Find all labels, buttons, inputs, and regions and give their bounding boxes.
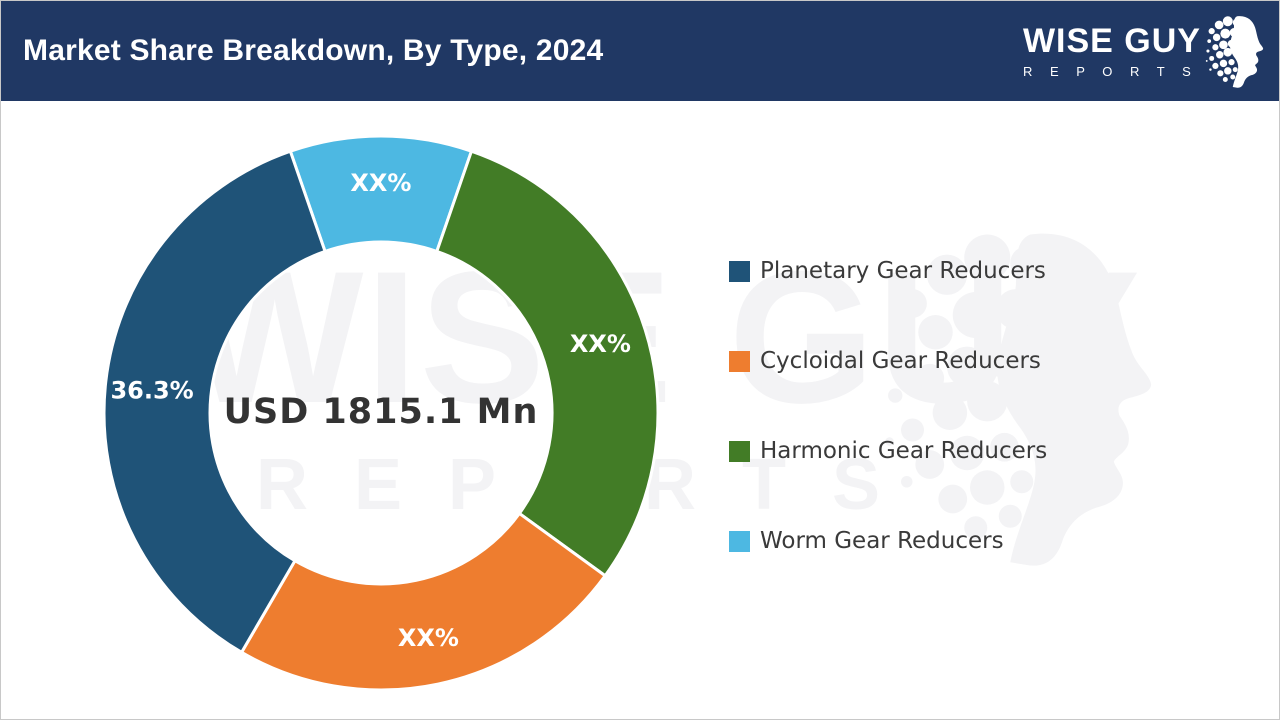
wiseguy-logo-subtitle: R E P O R T S: [1022, 63, 1198, 79]
wiseguy-logo-face-icon: [1205, 16, 1264, 88]
donut-slice-labels: XX% XX% XX% 36.3%: [110, 169, 630, 652]
donut-slices: [102, 134, 660, 692]
legend-label-harmonic: Harmonic Gear Reducers: [760, 438, 1048, 464]
donut-slice-percentage-label: 36.3%: [110, 377, 193, 405]
page-title: Market Share Breakdown, By Type, 2024: [23, 34, 604, 67]
legend-swatch-harmonic: [729, 440, 750, 462]
donut-segment-cycloidal-gear-reducers: [240, 511, 607, 692]
legend-item-planetary: Planetary Gear Reducers: [729, 258, 1047, 284]
legend-label-cycloidal: Cycloidal Gear Reducers: [760, 348, 1041, 374]
donut-center-value: USD 1815.1 Mn: [223, 392, 539, 432]
wiseguy-logo-name: WISE GUY: [1022, 21, 1201, 60]
legend-swatch-cycloidal: [729, 350, 750, 372]
legend-swatch-planetary: [729, 260, 750, 282]
donut-slice-percentage-label: XX%: [398, 624, 459, 652]
legend-swatch-worm: [729, 530, 750, 552]
donut-segment-harmonic-gear-reducers: [435, 149, 660, 578]
donut-segment-planetary-gear-reducers: [102, 149, 327, 654]
legend-label-worm: Worm Gear Reducers: [760, 528, 1004, 554]
chart-legend: Planetary Gear Reducers Cycloidal Gear R…: [729, 258, 1048, 619]
wiseguy-logo-text: WISE GUY R E P O R T S: [1023, 24, 1201, 79]
donut-slice-percentage-label: XX%: [350, 169, 411, 197]
legend-item-cycloidal: Cycloidal Gear Reducers: [729, 348, 1047, 374]
header-bar: Market Share Breakdown, By Type, 2024 WI…: [1, 1, 1279, 101]
legend-item-worm: Worm Gear Reducers: [729, 528, 1047, 554]
donut-slice-percentage-label: XX%: [570, 330, 631, 358]
legend-label-planetary: Planetary Gear Reducers: [760, 258, 1046, 284]
legend-item-harmonic: Harmonic Gear Reducers: [729, 438, 1048, 464]
wiseguy-logo: WISE GUY R E P O R T S: [1023, 10, 1265, 92]
